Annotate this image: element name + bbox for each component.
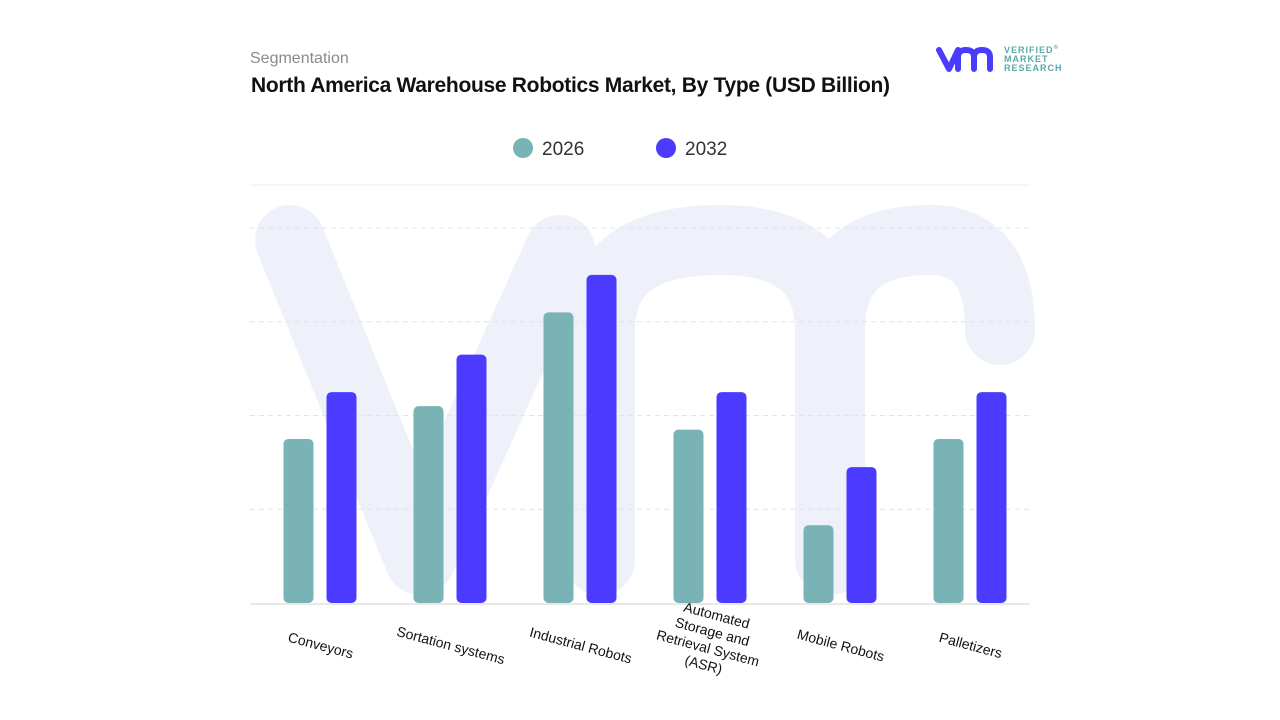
legend-label-2032: 2032 [685,139,727,160]
bar-2026-5 [933,438,964,603]
category-label-line: Industrial Robots [528,624,634,667]
legend-marker-2026 [513,138,533,158]
bar-2032-1 [456,354,487,603]
bar-2032-3 [716,392,747,603]
category-label-0: Conveyors [286,629,355,662]
bar-2026-3 [673,429,704,603]
watermark [255,205,1035,595]
category-label-line: Mobile Robots [795,626,886,665]
category-label-line: Sortation systems [395,623,507,667]
category-label-line: Conveyors [286,629,355,662]
category-label-5: Palletizers [938,629,1005,661]
bar-2026-0 [283,438,314,603]
bar-2026-2 [543,312,574,603]
bar-2026-4 [803,525,834,603]
segment-label: Segmentation [250,50,349,67]
legend-label-2026: 2026 [542,139,584,160]
category-label-4: Mobile Robots [795,626,886,665]
legend-marker-2032 [656,138,676,158]
logo-text: VERIFIED® MARKET RESEARCH [1004,45,1063,73]
vmr-logo-icon [936,46,993,72]
bar-2032-4 [846,467,877,603]
chart-title: North America Warehouse Robotics Market,… [251,74,890,97]
bar-2032-0 [326,392,357,603]
category-label-line: Palletizers [938,629,1005,661]
category-label-1: Sortation systems [395,623,507,667]
bar-2032-5 [976,392,1007,603]
vmr-logo: VERIFIED® MARKET RESEARCH [936,44,1063,73]
bar-2026-1 [413,406,444,603]
category-label-2: Industrial Robots [528,624,634,667]
bar-2032-2 [586,274,617,603]
